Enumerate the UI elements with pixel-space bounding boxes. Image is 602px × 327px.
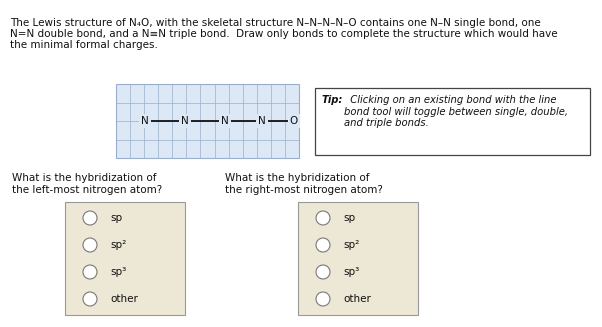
Circle shape — [316, 292, 330, 306]
Bar — [65, 202, 185, 315]
Text: N: N — [221, 116, 229, 126]
Text: other: other — [343, 294, 371, 304]
Text: N: N — [141, 116, 149, 126]
Text: sp²: sp² — [343, 240, 359, 250]
Text: N=N double bond, and a N≡N triple bond.  Draw only bonds to complete the structu: N=N double bond, and a N≡N triple bond. … — [10, 29, 557, 39]
Text: sp²: sp² — [110, 240, 126, 250]
Text: sp: sp — [110, 213, 122, 223]
Circle shape — [316, 211, 330, 225]
Text: sp: sp — [343, 213, 355, 223]
Text: What is the hybridization of
the right-most nitrogen atom?: What is the hybridization of the right-m… — [225, 173, 383, 195]
Text: sp³: sp³ — [343, 267, 359, 277]
Text: sp³: sp³ — [110, 267, 126, 277]
Circle shape — [83, 211, 97, 225]
Circle shape — [83, 292, 97, 306]
Text: the minimal formal charges.: the minimal formal charges. — [10, 40, 158, 50]
Circle shape — [83, 265, 97, 279]
Text: O: O — [290, 116, 298, 126]
Text: Tip:: Tip: — [322, 95, 343, 105]
Text: The Lewis structure of N₄O, with the skeletal structure N–N–N–N–O contains one N: The Lewis structure of N₄O, with the ske… — [10, 18, 541, 28]
Circle shape — [316, 265, 330, 279]
Text: other: other — [110, 294, 138, 304]
Text: N: N — [258, 116, 266, 126]
Text: N: N — [181, 116, 189, 126]
Text: What is the hybridization of
the left-most nitrogen atom?: What is the hybridization of the left-mo… — [12, 173, 163, 195]
Circle shape — [83, 238, 97, 252]
Bar — [315, 88, 590, 155]
Text: Clicking on an existing bond with the line
bond tool will toggle between single,: Clicking on an existing bond with the li… — [344, 95, 568, 128]
Bar — [298, 202, 418, 315]
Circle shape — [316, 238, 330, 252]
Bar — [116, 84, 299, 158]
